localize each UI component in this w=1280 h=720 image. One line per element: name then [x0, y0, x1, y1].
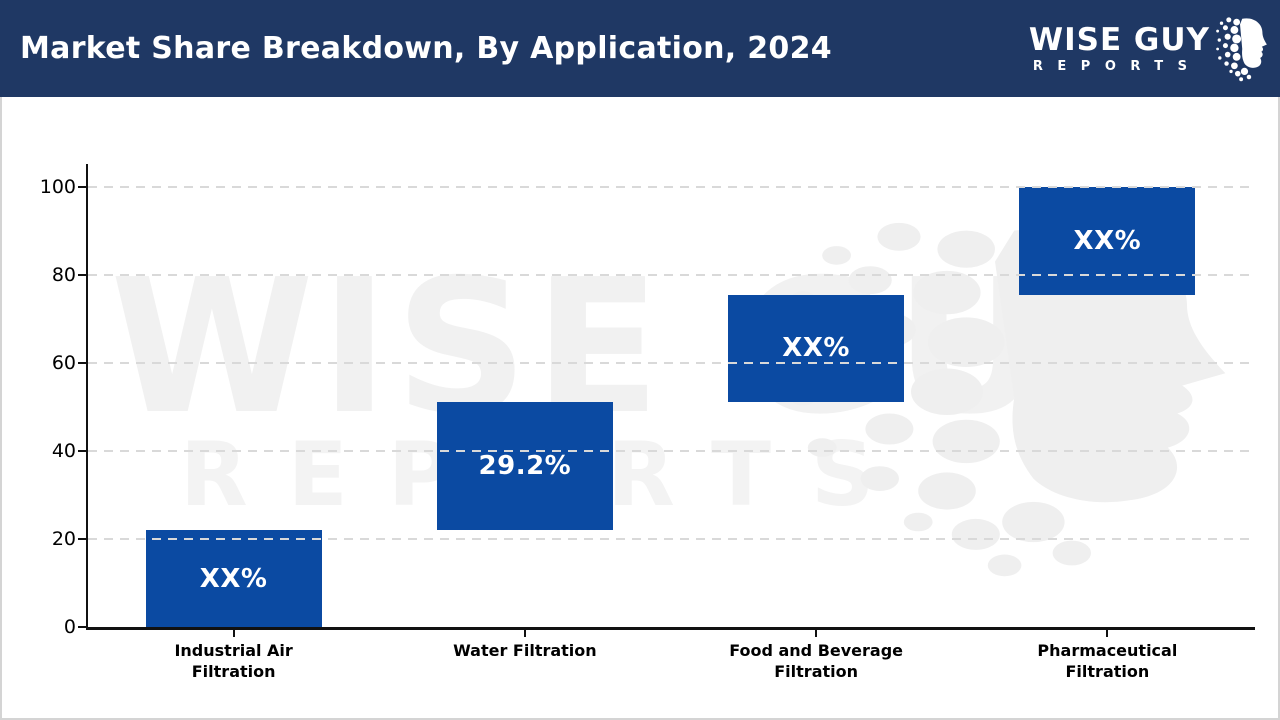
y-tick-mark — [78, 538, 86, 540]
y-tick-label: 20 — [51, 528, 76, 550]
bar-segment: XX% — [145, 530, 322, 627]
bar-segment: XX% — [1019, 187, 1196, 295]
x-tick-mark — [232, 630, 235, 637]
y-tick-mark — [78, 186, 86, 188]
header: Market Share Breakdown, By Application, … — [0, 0, 1280, 97]
y-tick-mark — [78, 362, 86, 364]
wiseguy-logo: WISE GUY REPORTS — [1029, 8, 1268, 90]
x-tick-mark — [523, 630, 526, 637]
x-category-label: Water Filtration — [453, 641, 597, 660]
bar-value-label: XX% — [1073, 225, 1142, 256]
gridline — [88, 450, 1253, 452]
gridline — [88, 538, 1253, 540]
y-tick-mark — [78, 450, 86, 452]
y-tick-label: 0 — [63, 616, 76, 638]
logo-wise-guy-text: WISE GUY — [1028, 22, 1210, 59]
bar-value-label: 29.2% — [478, 450, 572, 481]
x-tick-mark — [815, 630, 818, 637]
gridline — [88, 274, 1253, 276]
logo-head-icon — [1216, 17, 1267, 82]
x-tick-mark — [1106, 630, 1109, 637]
chart-title: Market Share Breakdown, By Application, … — [20, 31, 832, 66]
x-category-label: Food and Beverage Filtration — [729, 641, 904, 681]
y-tick-mark — [78, 626, 86, 628]
bar-value-label: XX% — [199, 563, 268, 594]
y-axis — [86, 164, 88, 630]
y-tick-label: 80 — [51, 264, 76, 286]
bar-segment: XX% — [728, 294, 905, 402]
x-category-label: Pharmaceutical Filtration — [1037, 641, 1178, 681]
y-tick-mark — [78, 274, 86, 276]
logo-reports-text: REPORTS — [1032, 58, 1202, 74]
gridline — [88, 186, 1253, 188]
y-tick-label: 60 — [51, 352, 76, 374]
bar-segment: 29.2% — [436, 401, 613, 531]
x-category-label: Industrial Air Filtration — [174, 641, 293, 681]
y-tick-label: 100 — [39, 176, 76, 198]
y-tick-label: 40 — [51, 440, 76, 462]
x-axis — [86, 627, 1255, 630]
logo-text: WISE GUY REPORTS — [1029, 24, 1210, 74]
gridline — [88, 362, 1253, 364]
bar-value-label: XX% — [782, 333, 850, 364]
